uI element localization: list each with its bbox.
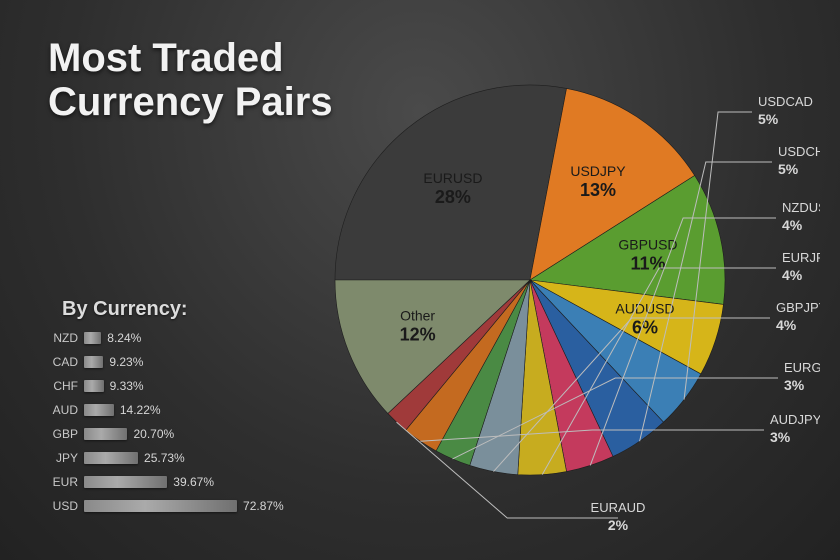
pie-slice-label: GBPUSD xyxy=(618,237,677,253)
bar-value-label: 9.23% xyxy=(109,355,143,369)
pie-slice-label: USDCAD xyxy=(758,94,813,109)
pie-slice-label: AUDJPY xyxy=(770,412,820,427)
bar-fill xyxy=(84,452,138,464)
bar-row: JPY 25.73% xyxy=(32,448,292,472)
bar-category-label: NZD xyxy=(32,331,78,345)
pie-slice-label: NZDUSD xyxy=(782,200,820,215)
pie-slice-label: USDJPY xyxy=(570,163,626,179)
bar-row: GBP 20.70% xyxy=(32,424,292,448)
bar-fill xyxy=(84,500,237,512)
bar-row: EUR 39.67% xyxy=(32,472,292,496)
bar-category-label: EUR xyxy=(32,475,78,489)
pie-chart: EURUSD28%USDJPY13%GBPUSD11%AUDUSD6%USDCA… xyxy=(280,20,820,540)
pie-slice-label: GBPJPY xyxy=(776,300,820,315)
bar-row: CHF 9.33% xyxy=(32,376,292,400)
pie-slice-value: 4% xyxy=(782,217,803,233)
bar-value-label: 14.22% xyxy=(120,403,161,417)
bar-value-label: 8.24% xyxy=(107,331,141,345)
bar-category-label: USD xyxy=(32,499,78,513)
bar-row: CAD 9.23% xyxy=(32,352,292,376)
bar-row: AUD 14.22% xyxy=(32,400,292,424)
pie-slice-value: 4% xyxy=(782,267,803,283)
bar-row: NZD 8.24% xyxy=(32,328,292,352)
bar-row: USD 72.87% xyxy=(32,496,292,520)
bar-chart: NZD 8.24% CAD 9.23% CHF 9.33% AUD 14.22% GBP 20.7… xyxy=(32,328,292,520)
pie-slice-value: 3% xyxy=(784,377,805,393)
bar-category-label: CHF xyxy=(32,379,78,393)
pie-slice-label: EURUSD xyxy=(423,170,482,186)
pie-slice-label: USDCHF xyxy=(778,144,820,159)
bar-fill xyxy=(84,428,127,440)
bar-category-label: AUD xyxy=(32,403,78,417)
pie-slice-value: 4% xyxy=(776,317,797,333)
pie-slice-value: 28% xyxy=(435,187,471,207)
pie-slice-label: Other xyxy=(400,308,435,324)
pie-slice-value: 2% xyxy=(608,517,629,533)
bar-value-label: 25.73% xyxy=(144,451,185,465)
bar-fill xyxy=(84,380,104,392)
pie-slice-label: EURJPY xyxy=(782,250,820,265)
bar-fill xyxy=(84,332,101,344)
bar-category-label: GBP xyxy=(32,427,78,441)
bar-category-label: CAD xyxy=(32,355,78,369)
pie-slice-value: 5% xyxy=(758,111,779,127)
bar-fill xyxy=(84,476,167,488)
pie-slice-value: 12% xyxy=(400,325,436,345)
bar-value-label: 39.67% xyxy=(173,475,214,489)
bar-value-label: 20.70% xyxy=(133,427,174,441)
bar-category-label: JPY xyxy=(32,451,78,465)
pie-slice-label: AUDUSD xyxy=(615,300,674,316)
pie-slice-value: 3% xyxy=(770,429,791,445)
bar-fill xyxy=(84,356,103,368)
pie-slice-label: EURGBP xyxy=(784,360,820,375)
pie-slice-value: 13% xyxy=(580,180,616,200)
pie-slice-label: EURAUD xyxy=(591,500,646,515)
pie-slice-value: 5% xyxy=(778,161,799,177)
pie-slice-value: 11% xyxy=(630,254,665,274)
bar-chart-title: By Currency: xyxy=(62,298,188,321)
bar-fill xyxy=(84,404,114,416)
bar-value-label: 9.33% xyxy=(110,379,144,393)
bar-value-label: 72.87% xyxy=(243,499,284,513)
